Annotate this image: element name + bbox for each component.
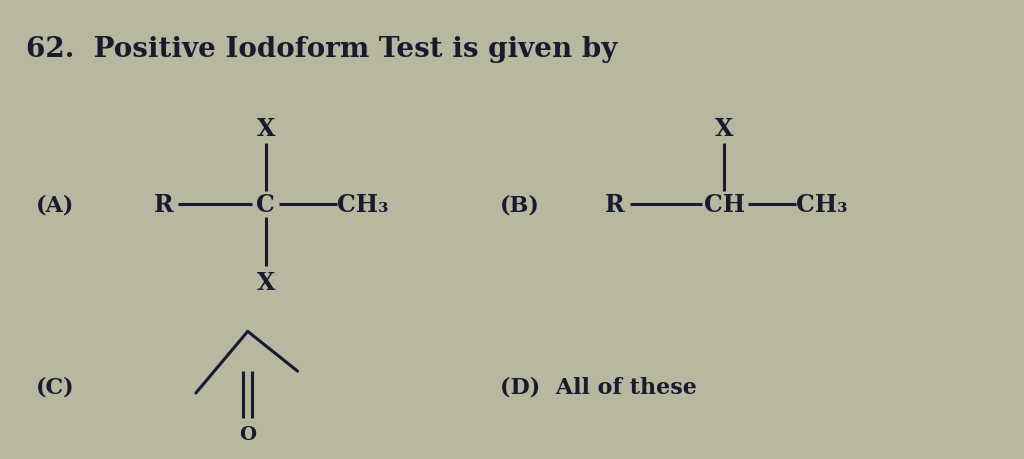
Text: X: X <box>715 117 733 140</box>
Text: O: O <box>240 425 256 443</box>
Text: R: R <box>155 193 174 217</box>
Text: (C): (C) <box>36 375 75 397</box>
Text: 62.  Positive Iodoform Test is given by: 62. Positive Iodoform Test is given by <box>27 36 617 63</box>
Text: (B): (B) <box>500 194 540 216</box>
Text: (A): (A) <box>36 194 75 216</box>
Text: CH₃: CH₃ <box>338 193 389 217</box>
Text: CH: CH <box>703 193 745 217</box>
Text: X: X <box>256 270 274 294</box>
Text: CH₃: CH₃ <box>797 193 848 217</box>
Text: (D)  All of these: (D) All of these <box>500 375 697 397</box>
Text: C: C <box>256 193 275 217</box>
Text: R: R <box>605 193 625 217</box>
Text: X: X <box>256 117 274 140</box>
